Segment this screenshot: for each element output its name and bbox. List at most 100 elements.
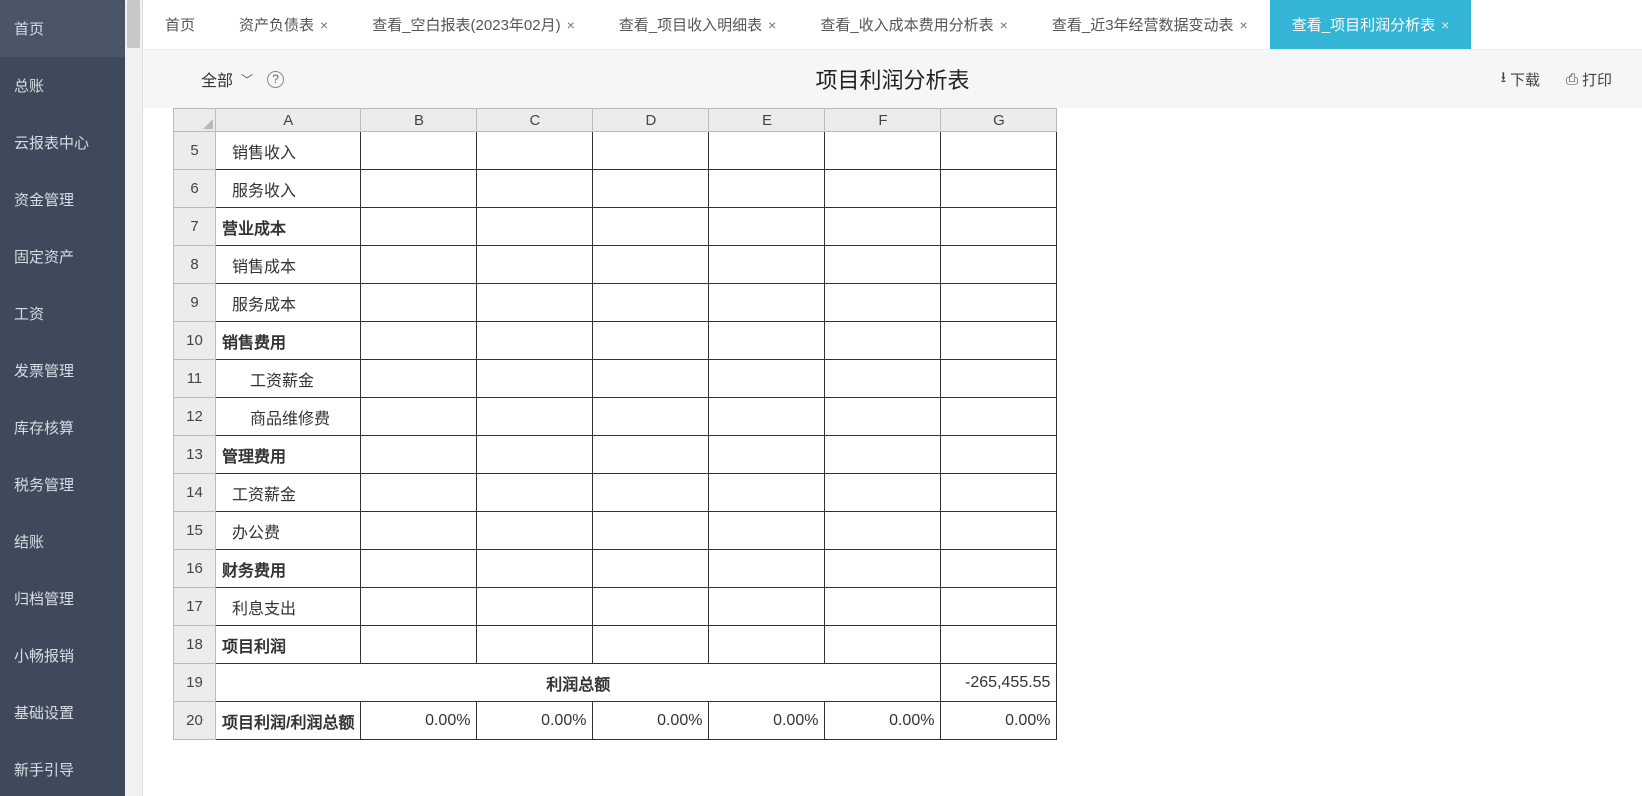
cell[interactable] xyxy=(593,398,709,436)
cell[interactable] xyxy=(825,284,941,322)
cell[interactable] xyxy=(477,550,593,588)
cell[interactable] xyxy=(593,588,709,626)
column-header[interactable]: D xyxy=(593,109,709,132)
cell[interactable] xyxy=(825,398,941,436)
cell[interactable] xyxy=(477,322,593,360)
cell[interactable]: 0.00% xyxy=(593,702,709,740)
cell[interactable] xyxy=(825,170,941,208)
cell[interactable] xyxy=(477,170,593,208)
cell[interactable] xyxy=(709,360,825,398)
cell[interactable] xyxy=(361,474,477,512)
cell[interactable] xyxy=(593,512,709,550)
chevron-down-icon[interactable]: ﹀ xyxy=(241,71,253,88)
cell[interactable] xyxy=(825,208,941,246)
cell[interactable] xyxy=(361,436,477,474)
cell[interactable] xyxy=(709,132,825,170)
sidebar-item[interactable]: 总账 xyxy=(0,57,125,114)
row-number[interactable]: 5 xyxy=(174,132,216,170)
cell[interactable] xyxy=(593,474,709,512)
cell[interactable]: 工资薪金 xyxy=(216,474,361,512)
cell[interactable] xyxy=(361,132,477,170)
cell[interactable]: -265,455.55 xyxy=(941,664,1057,702)
cell[interactable] xyxy=(709,474,825,512)
cell[interactable] xyxy=(361,246,477,284)
sidebar-item[interactable]: 云报表中心 xyxy=(0,114,125,171)
tab[interactable]: 查看_收入成本费用分析表× xyxy=(798,0,1030,49)
cell[interactable] xyxy=(477,246,593,284)
cell[interactable] xyxy=(593,170,709,208)
tab[interactable]: 查看_项目收入明细表× xyxy=(597,0,799,49)
cell[interactable] xyxy=(361,284,477,322)
row-number[interactable]: 14 xyxy=(174,474,216,512)
row-number[interactable]: 16 xyxy=(174,550,216,588)
tab[interactable]: 查看_近3年经营数据变动表× xyxy=(1030,0,1270,49)
cell[interactable] xyxy=(825,474,941,512)
cell[interactable] xyxy=(361,322,477,360)
cell[interactable] xyxy=(825,626,941,664)
print-button[interactable]: ⎙ 打印 xyxy=(1566,67,1612,92)
sidebar-item[interactable]: 资金管理 xyxy=(0,171,125,228)
row-number[interactable]: 10 xyxy=(174,322,216,360)
sidebar-item[interactable]: 库存核算 xyxy=(0,399,125,456)
cell[interactable]: 办公费 xyxy=(216,512,361,550)
cell[interactable] xyxy=(709,322,825,360)
scroll-thumb[interactable] xyxy=(127,0,140,48)
cell[interactable] xyxy=(593,246,709,284)
cell[interactable]: 销售成本 xyxy=(216,246,361,284)
cell[interactable] xyxy=(593,208,709,246)
row-number[interactable]: 19 xyxy=(174,664,216,702)
sidebar-item[interactable]: 结账 xyxy=(0,513,125,570)
sheet-corner[interactable] xyxy=(174,109,216,132)
close-icon[interactable]: × xyxy=(567,17,575,33)
row-number[interactable]: 17 xyxy=(174,588,216,626)
cell[interactable] xyxy=(477,474,593,512)
sidebar-item[interactable]: 基础设置 xyxy=(0,684,125,741)
cell[interactable] xyxy=(709,246,825,284)
cell[interactable] xyxy=(361,550,477,588)
cell[interactable] xyxy=(825,550,941,588)
cell[interactable] xyxy=(477,284,593,322)
sidebar-item[interactable]: 发票管理 xyxy=(0,342,125,399)
cell[interactable] xyxy=(361,208,477,246)
close-icon[interactable]: × xyxy=(1441,17,1449,33)
cell[interactable] xyxy=(593,436,709,474)
cell[interactable]: 0.00% xyxy=(825,702,941,740)
cell[interactable]: 销售收入 xyxy=(216,132,361,170)
tab[interactable]: 查看_空白报表(2023年02月)× xyxy=(350,0,597,49)
column-header[interactable]: C xyxy=(477,109,593,132)
sidebar-item[interactable]: 归档管理 xyxy=(0,570,125,627)
cell[interactable] xyxy=(825,436,941,474)
cell[interactable] xyxy=(941,474,1057,512)
cell[interactable] xyxy=(941,626,1057,664)
cell[interactable] xyxy=(825,322,941,360)
column-header[interactable]: E xyxy=(709,109,825,132)
cell[interactable] xyxy=(477,208,593,246)
column-header[interactable]: G xyxy=(941,109,1057,132)
cell[interactable] xyxy=(709,550,825,588)
cell[interactable]: 财务费用 xyxy=(216,550,361,588)
cell[interactable] xyxy=(477,588,593,626)
cell[interactable]: 0.00% xyxy=(709,702,825,740)
column-header[interactable]: F xyxy=(825,109,941,132)
close-icon[interactable]: × xyxy=(768,17,776,33)
close-icon[interactable]: × xyxy=(320,17,328,33)
close-icon[interactable]: × xyxy=(1240,17,1248,33)
tab[interactable]: 资产负债表× xyxy=(217,0,350,49)
cell[interactable]: 营业成本 xyxy=(216,208,361,246)
cell[interactable] xyxy=(941,284,1057,322)
cell[interactable] xyxy=(941,360,1057,398)
row-number[interactable]: 13 xyxy=(174,436,216,474)
tab[interactable]: 首页 xyxy=(143,0,217,49)
cell[interactable] xyxy=(709,626,825,664)
filter-label[interactable]: 全部 xyxy=(201,67,233,91)
cell[interactable] xyxy=(825,246,941,284)
cell[interactable] xyxy=(361,588,477,626)
sidebar-item[interactable]: 税务管理 xyxy=(0,456,125,513)
cell[interactable]: 销售费用 xyxy=(216,322,361,360)
cell[interactable]: 0.00% xyxy=(477,702,593,740)
row-number[interactable]: 7 xyxy=(174,208,216,246)
cell[interactable]: 管理费用 xyxy=(216,436,361,474)
row-number[interactable]: 11 xyxy=(174,360,216,398)
row-number[interactable]: 6 xyxy=(174,170,216,208)
cell[interactable]: 利息支出 xyxy=(216,588,361,626)
